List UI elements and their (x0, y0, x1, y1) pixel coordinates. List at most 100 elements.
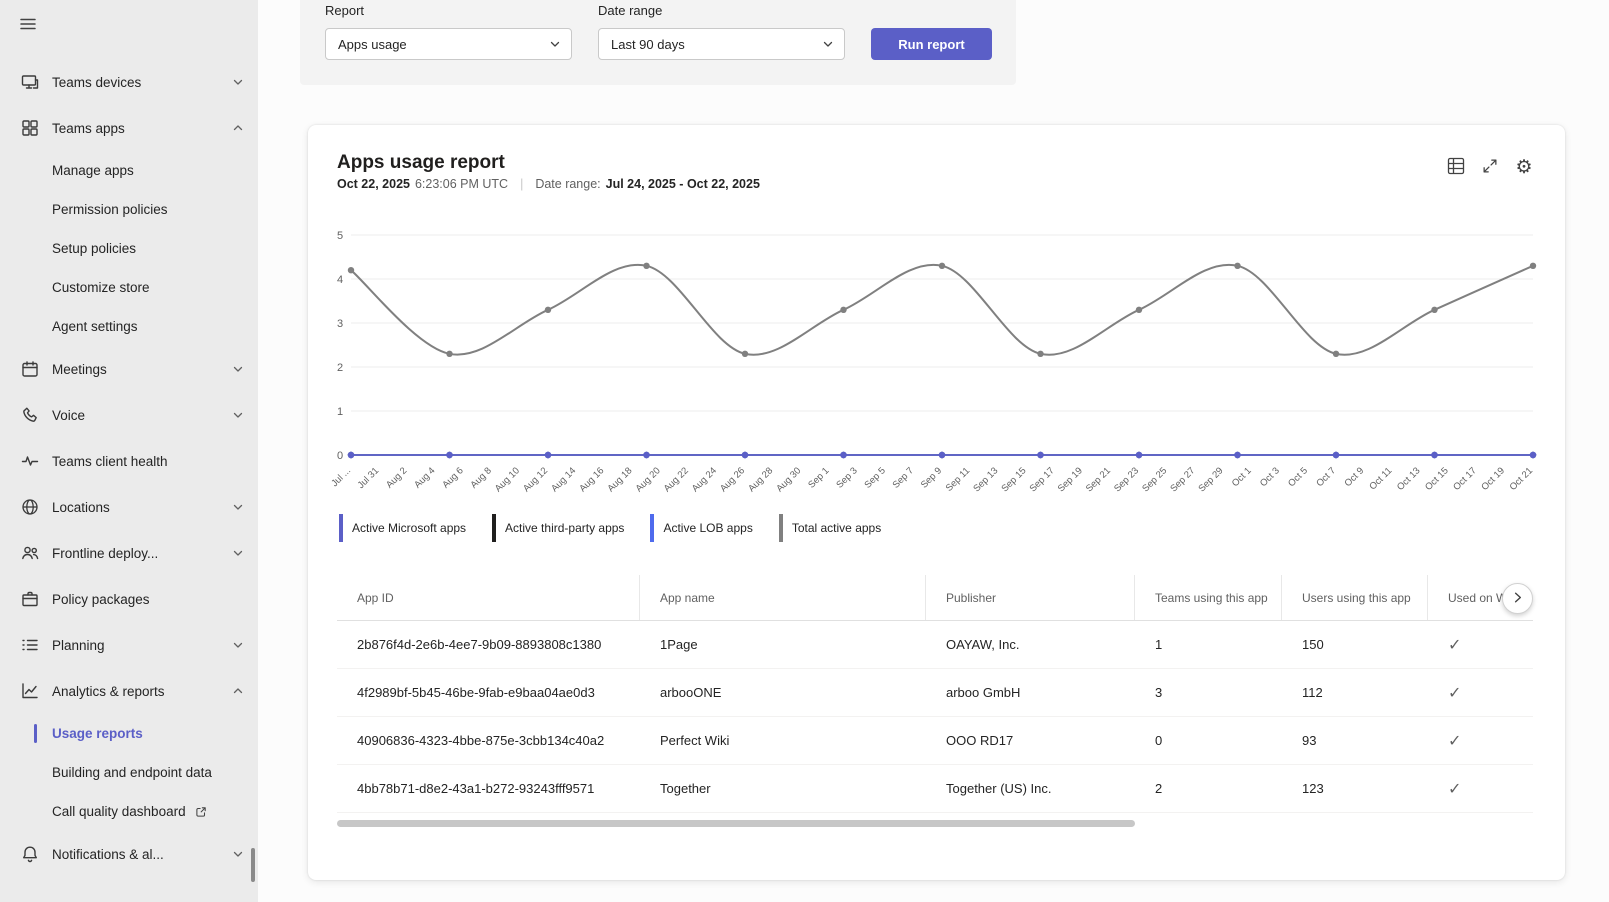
legend-label: Total active apps (791, 521, 882, 535)
x-axis-label: Oct 3 (1258, 465, 1282, 489)
sidebar-item-permission-policies[interactable]: Permission policies (0, 190, 258, 229)
people-icon (20, 543, 40, 563)
table-row: 4f2989bf-5b45-46be-9fab-e9baa04ae0d3 arbo… (337, 669, 1533, 717)
report-generated-time: 6:23:06 PM UTC (414, 177, 509, 191)
column-header-app-name[interactable]: App name (640, 575, 926, 620)
hamburger-menu-button[interactable] (16, 13, 40, 37)
legend-item-active-microsoft-apps[interactable]: Active Microsoft apps (339, 514, 466, 542)
legend-label: Active third-party apps (505, 521, 625, 535)
bell-icon (20, 844, 40, 864)
report-settings-button[interactable]: ⚙ (1513, 156, 1535, 178)
sidebar-item-manage-apps[interactable]: Manage apps (0, 151, 258, 190)
sidebar-item-setup-policies[interactable]: Setup policies (0, 229, 258, 268)
data-point (347, 267, 355, 274)
sidebar-item-planning[interactable]: Planning (0, 622, 258, 668)
x-axis-label: Sep 5 (863, 465, 888, 490)
report-type-dropdown[interactable]: Apps usage (325, 28, 572, 60)
sidebar-item-usage-reports[interactable]: Usage reports (0, 714, 258, 753)
x-axis-label: Oct 19 (1479, 465, 1507, 493)
gear-icon: ⚙ (1515, 156, 1533, 178)
x-axis-label: Sep 19 (1056, 465, 1085, 494)
column-header-publisher[interactable]: Publisher (926, 575, 1135, 620)
data-point (938, 451, 946, 459)
legend-item-active-lob-apps[interactable]: Active LOB apps (650, 514, 753, 542)
sidebar-item-customize-store[interactable]: Customize store (0, 268, 258, 307)
used-on-windows-checkmark: ✓ (1448, 636, 1462, 654)
table-cell: 4bb78b71-d8e2-43a1-b272-93243fff9571 (357, 781, 595, 796)
table-cell: 2 (1155, 781, 1163, 796)
sidebar-item-label: Planning (52, 637, 105, 653)
table-cell: OAYAW, Inc. (946, 637, 1020, 652)
data-point (938, 262, 946, 269)
report-date-range-label: Date range: (535, 177, 601, 191)
column-header-app-id[interactable]: App ID (337, 575, 640, 620)
used-on-windows-checkmark: ✓ (1448, 732, 1462, 750)
sidebar-item-locations[interactable]: Locations (0, 484, 258, 530)
sidebar-item-analytics-reports[interactable]: Analytics & reports (0, 668, 258, 714)
sidebar-item-policy-packages[interactable]: Policy packages (0, 576, 258, 622)
x-axis-label: Aug 28 (746, 465, 775, 494)
data-point (741, 350, 749, 357)
sidebar-item-label: Meetings (52, 361, 107, 377)
chart-legend: Active Microsoft apps Active third-party… (339, 514, 881, 542)
date-range-filter-label: Date range (598, 3, 663, 18)
report-date-range-value: Jul 24, 2025 - Oct 22, 2025 (605, 177, 760, 191)
sidebar-item-frontline-deployment[interactable]: Frontline deploy... (0, 530, 258, 576)
sidebar-item-teams-apps[interactable]: Teams apps (0, 105, 258, 151)
sidebar-item-label: Teams client health (52, 453, 168, 469)
apps-usage-report-card: Apps usage report Oct 22, 2025 6:23:06 P… (308, 125, 1565, 880)
sidebar-item-voice[interactable]: Voice (0, 392, 258, 438)
data-point (1037, 451, 1044, 459)
column-header-used-on-windows[interactable]: Used on W... (1448, 590, 1517, 605)
date-range-dropdown[interactable]: Last 90 days (598, 28, 845, 60)
y-axis-label: 4 (337, 274, 343, 286)
sidebar-scrollbar[interactable] (251, 848, 255, 882)
data-point (544, 451, 552, 459)
sidebar-item-label: Agent settings (52, 319, 138, 334)
sidebar-item-teams-devices[interactable]: Teams devices (0, 59, 258, 105)
sidebar-item-label: Customize store (52, 280, 150, 295)
expand-report-button[interactable] (1479, 156, 1501, 178)
data-point (1037, 350, 1044, 357)
x-axis-label: Sep 7 (891, 465, 916, 490)
sidebar-item-agent-settings[interactable]: Agent settings (0, 307, 258, 346)
legend-swatch (339, 514, 343, 542)
data-point (1135, 306, 1143, 313)
table-cell: 3 (1155, 685, 1163, 700)
used-on-windows-checkmark: ✓ (1448, 780, 1462, 798)
scroll-columns-right-button[interactable] (1502, 583, 1533, 614)
sidebar-item-label: Notifications & al... (52, 846, 164, 862)
chevron-up-icon (232, 122, 244, 134)
sidebar-item-building-endpoint-data[interactable]: Building and endpoint data (0, 753, 258, 792)
table-horizontal-scrollbar-thumb[interactable] (337, 820, 1135, 827)
sidebar-item-label: Usage reports (52, 726, 143, 741)
table-row: 4bb78b71-d8e2-43a1-b272-93243fff9571 Toge… (337, 765, 1533, 813)
apps-usage-table: App ID App name Publisher Teams using th… (337, 575, 1533, 813)
chevron-up-icon (232, 685, 244, 697)
hamburger-icon (18, 18, 38, 37)
column-header-users-using[interactable]: Users using this app (1282, 575, 1428, 620)
sidebar-item-meetings[interactable]: Meetings (0, 346, 258, 392)
x-axis-label: Oct 21 (1508, 465, 1536, 493)
column-header-teams-using[interactable]: Teams using this app (1135, 575, 1282, 620)
data-point (1135, 451, 1143, 459)
sidebar-item-notifications-alerts[interactable]: Notifications & al... (0, 831, 258, 877)
chevron-down-icon (232, 363, 244, 375)
sidebar-item-label: Frontline deploy... (52, 545, 159, 561)
run-report-button[interactable]: Run report (871, 28, 992, 60)
used-on-windows-checkmark: ✓ (1448, 684, 1462, 702)
export-excel-button[interactable] (1445, 156, 1467, 178)
sidebar-item-teams-client-health[interactable]: Teams client health (0, 438, 258, 484)
chevron-down-icon (232, 501, 244, 513)
table-cell: Together (US) Inc. (946, 781, 1052, 796)
legend-label: Active Microsoft apps (352, 521, 467, 535)
legend-item-active-third-party-apps[interactable]: Active third-party apps (492, 514, 624, 542)
expand-icon (1481, 157, 1499, 178)
x-axis-label: Aug 24 (690, 465, 719, 494)
x-axis-label: Aug 12 (521, 465, 550, 494)
y-axis-label: 2 (337, 362, 343, 374)
table-cell: 2b876f4d-2e6b-4ee7-9b09-8893808c1380 (357, 637, 602, 652)
sidebar-item-call-quality-dashboard[interactable]: Call quality dashboard (0, 792, 258, 831)
sidebar-item-label: Voice (52, 407, 86, 423)
legend-item-total-active-apps[interactable]: Total active apps (778, 514, 882, 542)
